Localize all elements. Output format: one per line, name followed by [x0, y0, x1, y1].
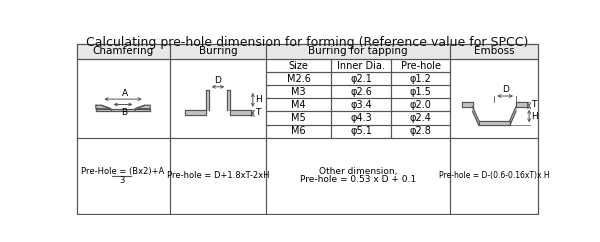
Text: D: D — [215, 76, 221, 85]
Polygon shape — [96, 109, 150, 111]
Text: φ4.3: φ4.3 — [350, 113, 372, 123]
Text: φ3.4: φ3.4 — [350, 100, 372, 110]
Polygon shape — [516, 102, 527, 107]
Text: M2.6: M2.6 — [287, 74, 311, 84]
Text: Other dimension,: Other dimension, — [319, 167, 397, 176]
Text: Emboss: Emboss — [474, 46, 515, 56]
Text: Calculating pre-hole dimension for forming (Reference value for SPCC): Calculating pre-hole dimension for formi… — [86, 36, 529, 49]
Polygon shape — [206, 90, 209, 110]
Polygon shape — [227, 90, 230, 110]
Text: D: D — [502, 85, 509, 94]
Text: φ2.0: φ2.0 — [410, 100, 431, 110]
Text: φ2.8: φ2.8 — [410, 126, 431, 136]
Text: φ1.5: φ1.5 — [410, 87, 431, 97]
Text: T: T — [532, 100, 537, 109]
Text: Pre-Hole = (Bx2)+A: Pre-Hole = (Bx2)+A — [82, 166, 164, 176]
Text: φ5.1: φ5.1 — [350, 126, 372, 136]
Text: φ1.2: φ1.2 — [410, 74, 431, 84]
Text: φ2.4: φ2.4 — [410, 113, 431, 123]
Text: T: T — [255, 108, 260, 117]
Text: Size: Size — [289, 60, 308, 71]
Text: B: B — [121, 108, 127, 117]
Text: Burring: Burring — [199, 46, 238, 56]
Text: Pre-hole: Pre-hole — [401, 60, 440, 71]
Text: Pre-hole = 0.53 x D + 0.1: Pre-hole = 0.53 x D + 0.1 — [300, 175, 416, 184]
Polygon shape — [230, 110, 251, 114]
Polygon shape — [473, 107, 479, 125]
Text: M5: M5 — [291, 113, 306, 123]
Text: Chamfering: Chamfering — [92, 46, 154, 56]
Polygon shape — [77, 44, 170, 59]
Text: Inner Dia.: Inner Dia. — [337, 60, 385, 71]
Text: Pre-hole = D-(0.6-0.16xT)x H: Pre-hole = D-(0.6-0.16xT)x H — [439, 171, 550, 180]
Text: φ2.1: φ2.1 — [350, 74, 372, 84]
Text: Burring for tapping: Burring for tapping — [308, 46, 408, 56]
Text: A: A — [122, 89, 128, 98]
Polygon shape — [185, 110, 206, 114]
Text: H: H — [255, 95, 262, 104]
Text: φ2.6: φ2.6 — [350, 87, 372, 97]
Polygon shape — [462, 102, 473, 107]
Polygon shape — [450, 44, 538, 59]
Text: 3: 3 — [119, 176, 124, 185]
Polygon shape — [170, 44, 266, 59]
Text: H: H — [532, 112, 538, 121]
Text: M4: M4 — [291, 100, 306, 110]
Text: M3: M3 — [291, 87, 306, 97]
Text: M6: M6 — [291, 126, 306, 136]
Polygon shape — [510, 107, 516, 125]
Polygon shape — [479, 121, 510, 125]
Text: Pre-hole = D+1.8xT-2xH: Pre-hole = D+1.8xT-2xH — [167, 171, 269, 180]
Polygon shape — [266, 44, 450, 59]
Polygon shape — [96, 105, 110, 109]
Polygon shape — [136, 105, 150, 109]
